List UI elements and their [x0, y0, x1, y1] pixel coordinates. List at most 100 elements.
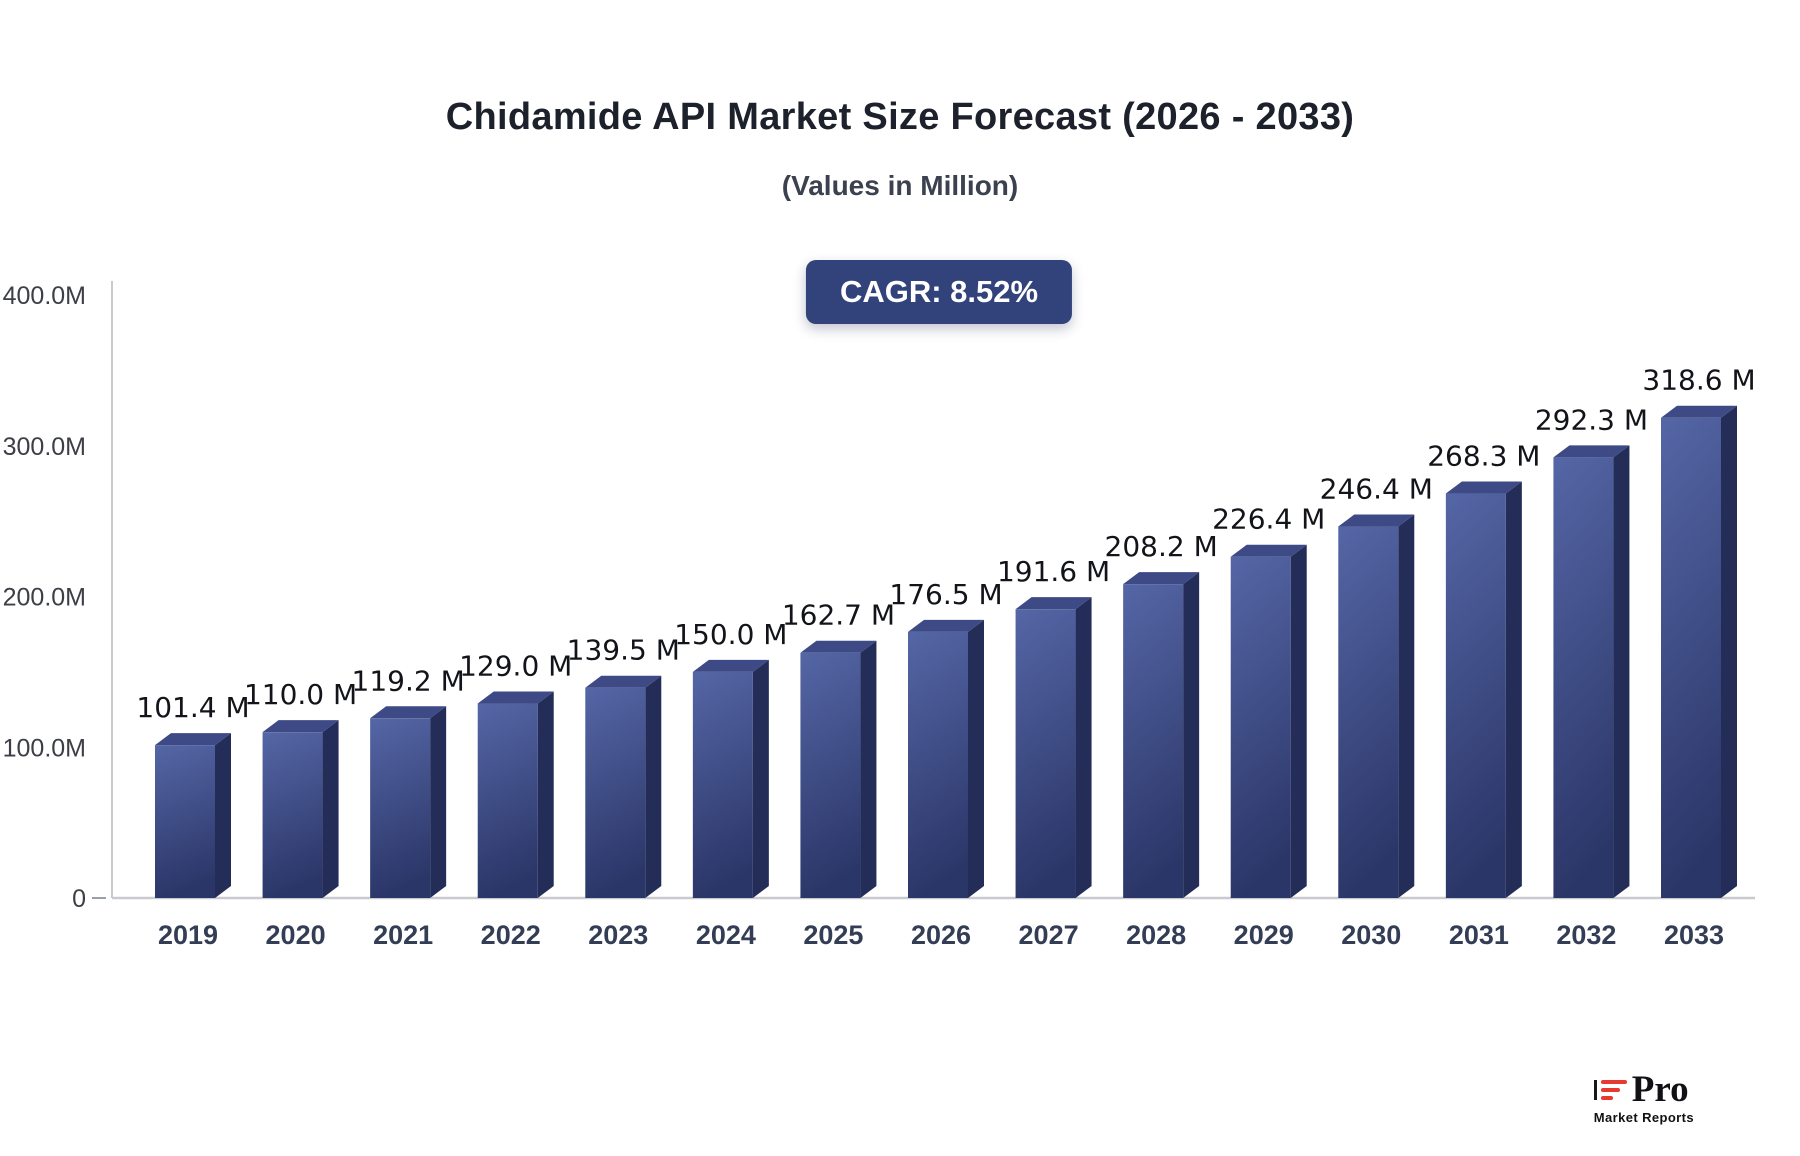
- bar-value-label: 191.6 M: [997, 555, 1110, 588]
- bar-front-face: [585, 687, 646, 898]
- bar-side-face: [430, 706, 447, 898]
- cagr-badge: CAGR: 8.52%: [805, 260, 1073, 324]
- x-category-label: 2021: [373, 920, 433, 950]
- bar-2020: 110.0 M 2020: [244, 678, 357, 950]
- chart-title: Chidamide API Market Size Forecast (2026…: [445, 96, 1355, 138]
- bar-side-face: [1398, 514, 1415, 898]
- bar-front-face: [1553, 457, 1614, 898]
- x-category-label: 2028: [1126, 920, 1186, 950]
- bar-2023: 139.5 M 2023: [567, 634, 680, 950]
- bar-value-label: 292.3 M: [1535, 403, 1648, 436]
- bar-side-face: [1290, 544, 1307, 898]
- bar-2031: 268.3 M 2031: [1427, 440, 1540, 950]
- x-category-label: 2031: [1449, 920, 1509, 950]
- bar-front-face: [1015, 609, 1076, 898]
- bar-front-face: [908, 631, 968, 898]
- bar-top-face: [1123, 572, 1200, 585]
- x-category-label: 2032: [1556, 920, 1616, 950]
- logo-subtext: Market Reports: [1593, 1110, 1694, 1125]
- bar-top-face: [1553, 445, 1630, 458]
- logo-bars-icon: [1593, 1079, 1627, 1100]
- bar-top-face: [1230, 544, 1307, 557]
- bar-top-face: [692, 659, 769, 672]
- y-tick-label: 100.0M: [3, 734, 86, 762]
- bar-front-face: [800, 652, 861, 898]
- bar-2026: 176.5 M 2026: [889, 578, 1002, 950]
- x-category-label: 2025: [803, 920, 863, 950]
- bar-front-face: [370, 718, 431, 898]
- bar-value-label: 268.3 M: [1427, 440, 1540, 473]
- bar-2025: 162.7 M 2025: [782, 599, 895, 950]
- brand-logo-row: Pro: [1593, 1069, 1689, 1110]
- bar-front-face: [1661, 417, 1721, 898]
- bar-top-face: [1661, 405, 1737, 418]
- bar-2033: 318.6 M 2033: [1642, 364, 1755, 950]
- x-category-label: 2022: [481, 920, 541, 950]
- bar-top-face: [155, 733, 231, 746]
- bar-side-face: [1613, 445, 1630, 898]
- x-category-label: 2023: [588, 920, 648, 950]
- bar-front-face: [692, 671, 753, 898]
- bar-front-face: [1445, 493, 1506, 898]
- bar-side-face: [1505, 481, 1522, 898]
- bar-side-face: [1075, 597, 1092, 898]
- bar-side-face: [1183, 572, 1200, 898]
- bar-side-face: [645, 675, 662, 898]
- bar-value-label: 139.5 M: [567, 634, 680, 667]
- bar-front-face: [1338, 526, 1399, 898]
- bar-value-label: 176.5 M: [889, 578, 1002, 611]
- bar-front-face: [1230, 556, 1291, 898]
- x-category-label: 2024: [696, 920, 756, 950]
- bar-side-face: [322, 720, 339, 898]
- y-tick-label: 200.0M: [3, 584, 86, 612]
- bar-2032: 292.3 M 2032: [1535, 403, 1648, 950]
- bar-top-face: [1015, 597, 1092, 610]
- bar-2024: 150.0 M 2024: [674, 618, 787, 950]
- chart-subtitle: (Values in Million): [781, 170, 1019, 201]
- bar-side-face: [537, 691, 554, 898]
- bar-2028: 208.2 M 2028: [1105, 530, 1218, 950]
- bar-top-face: [477, 691, 554, 704]
- bar-front-face: [262, 732, 323, 898]
- bar-2022: 129.0 M 2022: [459, 650, 572, 950]
- bar-top-face: [1445, 481, 1522, 494]
- bar-side-face: [752, 659, 769, 898]
- logo-text: Pro: [1631, 1069, 1689, 1110]
- bar-value-label: 318.6 M: [1642, 364, 1755, 397]
- bar-top-face: [585, 675, 662, 688]
- bar-value-label: 150.0 M: [674, 618, 787, 651]
- bar-side-face: [968, 619, 984, 898]
- bar-value-label: 101.4 M: [136, 691, 249, 724]
- bar-2030: 246.4 M 2030: [1320, 473, 1433, 950]
- bar-value-label: 129.0 M: [459, 650, 572, 683]
- x-category-label: 2029: [1234, 920, 1294, 950]
- bar-value-label: 246.4 M: [1320, 473, 1433, 506]
- bar-2021: 119.2 M 2021: [352, 664, 465, 950]
- bar-2027: 191.6 M 2027: [997, 555, 1110, 950]
- x-category-label: 2033: [1664, 920, 1724, 950]
- cagr-badge-label: CAGR: 8.52%: [839, 274, 1039, 309]
- bar-side-face: [215, 733, 231, 898]
- bar-top-face: [800, 640, 877, 653]
- bar-value-label: 119.2 M: [352, 664, 465, 697]
- bar-front-face: [1123, 584, 1184, 898]
- bar-top-face: [370, 706, 447, 719]
- y-tick-label: 0: [72, 885, 86, 913]
- y-tick-label: 300.0M: [3, 433, 86, 461]
- bar-side-face: [860, 640, 877, 898]
- x-category-label: 2030: [1341, 920, 1401, 950]
- bar-top-face: [262, 720, 339, 733]
- x-category-label: 2020: [266, 920, 326, 950]
- bar-side-face: [1721, 405, 1737, 898]
- brand-logo: Pro Market Reports: [1593, 1069, 1694, 1125]
- bar-value-label: 208.2 M: [1105, 530, 1218, 563]
- bar-top-face: [908, 619, 984, 632]
- bar-value-label: 110.0 M: [244, 678, 357, 711]
- x-category-label: 2019: [158, 920, 218, 950]
- bar-front-face: [477, 703, 538, 898]
- bar-value-label: 226.4 M: [1212, 503, 1325, 536]
- bar-top-face: [1338, 514, 1415, 527]
- y-tick-label: 400.0M: [3, 282, 86, 310]
- bar-value-label: 162.7 M: [782, 599, 895, 632]
- bar-2029: 226.4 M 2029: [1212, 503, 1325, 950]
